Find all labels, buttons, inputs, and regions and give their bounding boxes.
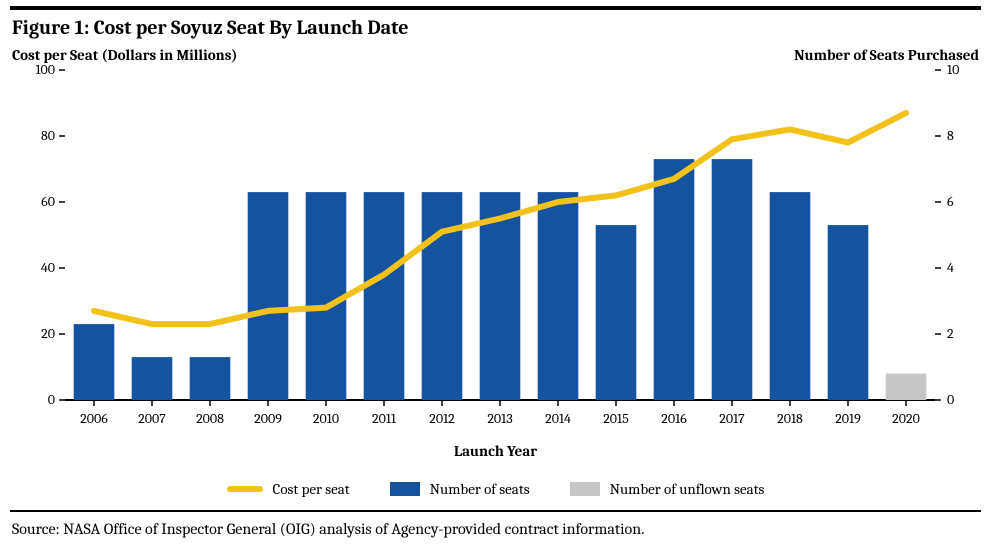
y1-tick-label: 80	[15, 127, 55, 144]
y1-tick-label: 40	[15, 259, 55, 276]
y1-tick-label: 100	[15, 61, 55, 78]
bar-seats	[132, 357, 173, 400]
x-tick-label: 2013	[475, 410, 525, 427]
legend-item-bar-secondary: Number of unflown seats	[570, 480, 765, 498]
bar-seats	[596, 225, 637, 400]
bar-seats	[422, 192, 463, 400]
x-tick-label: 2011	[359, 410, 409, 427]
x-tick-label: 2009	[243, 410, 293, 427]
x-tick-label: 2020	[881, 410, 931, 427]
legend: Cost per seat Number of seats Number of …	[0, 474, 991, 504]
bar-unflown	[886, 374, 927, 400]
x-tick-label: 2006	[69, 410, 119, 427]
x-tick-label: 2017	[707, 410, 757, 427]
x-tick-label: 2014	[533, 410, 583, 427]
bar-seats	[364, 192, 405, 400]
bottom-rule	[10, 510, 981, 512]
x-tick-label: 2015	[591, 410, 641, 427]
x-tick-label: 2008	[185, 410, 235, 427]
bar-seats	[770, 192, 811, 400]
y2-tick-label: 8	[947, 127, 987, 144]
bar-seats	[538, 192, 579, 400]
y1-tick-label: 60	[15, 193, 55, 210]
x-axis-title: Launch Year	[0, 442, 991, 460]
source-line: Source: NASA Office of Inspector General…	[12, 520, 644, 538]
legend-label-bar-secondary: Number of unflown seats	[610, 480, 765, 498]
legend-item-bar-primary: Number of seats	[390, 480, 530, 498]
legend-swatch-bar-secondary	[570, 482, 600, 496]
y1-tick-label: 20	[15, 325, 55, 342]
y2-tick-label: 6	[947, 193, 987, 210]
x-tick-label: 2016	[649, 410, 699, 427]
bar-seats	[248, 192, 289, 400]
legend-swatch-line	[227, 486, 263, 492]
x-tick-label: 2007	[127, 410, 177, 427]
legend-label-line: Cost per seat	[273, 480, 350, 498]
x-tick-label: 2012	[417, 410, 467, 427]
x-tick-label: 2019	[823, 410, 873, 427]
y2-tick-label: 4	[947, 259, 987, 276]
bar-seats	[712, 159, 753, 400]
legend-item-line: Cost per seat	[227, 480, 350, 498]
legend-swatch-bar-primary	[390, 482, 420, 496]
bar-seats	[306, 192, 347, 400]
x-tick-label: 2018	[765, 410, 815, 427]
y1-tick-label: 0	[15, 391, 55, 408]
bar-seats	[74, 324, 115, 400]
x-tick-label: 2010	[301, 410, 351, 427]
legend-label-bar-primary: Number of seats	[430, 480, 530, 498]
bar-seats	[654, 159, 695, 400]
y2-tick-label: 0	[947, 391, 987, 408]
y2-tick-label: 2	[947, 325, 987, 342]
bar-seats	[190, 357, 231, 400]
bar-seats	[828, 225, 869, 400]
chart-svg	[0, 0, 991, 548]
y2-tick-label: 10	[947, 61, 987, 78]
